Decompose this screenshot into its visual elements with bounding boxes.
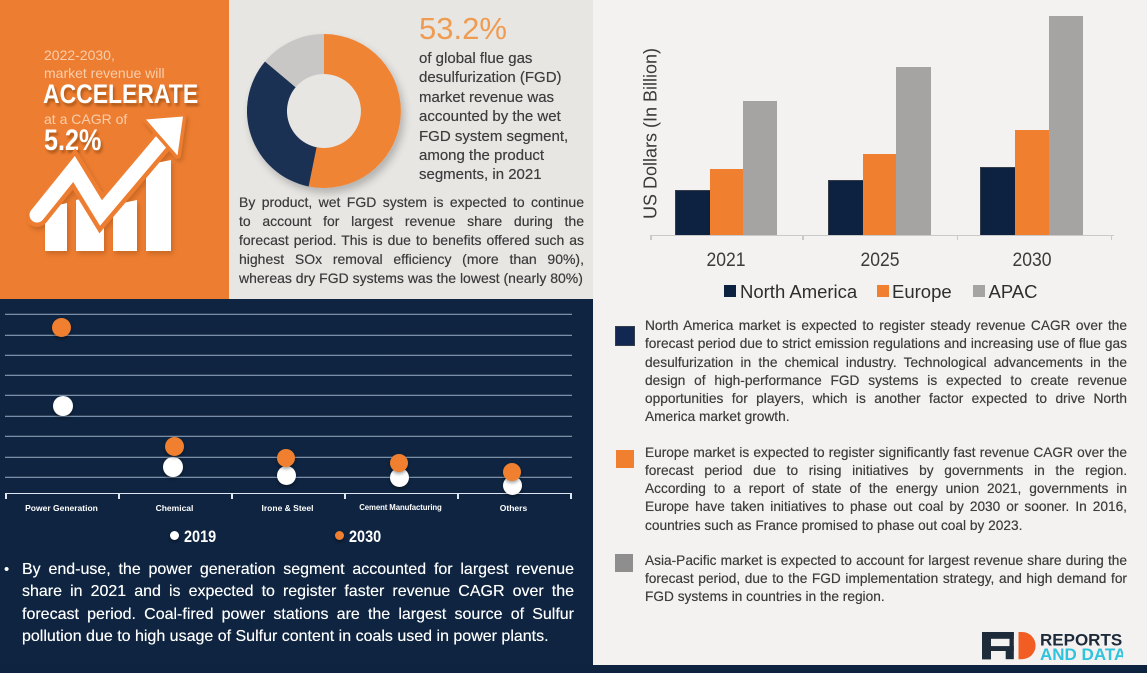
- svg-text:REPORTS: REPORTS: [1040, 631, 1122, 650]
- svg-text:AND DATA: AND DATA: [1040, 645, 1123, 661]
